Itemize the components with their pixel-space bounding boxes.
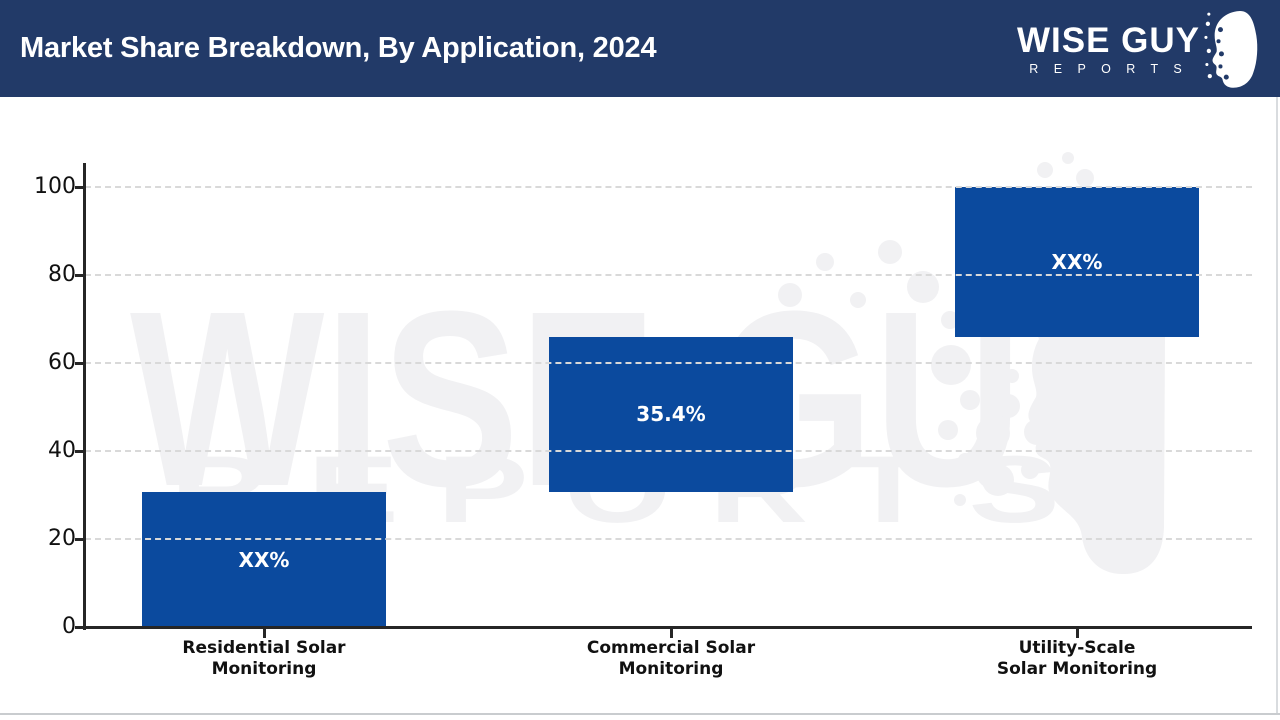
y-tick-label-100: 100 [34,174,76,199]
category-label-commercial-solar-monitoring: Commercial Solar Monitoring [521,638,821,680]
y-tick-label-60: 60 [48,350,76,375]
y-tick-mark-0 [75,626,84,629]
brand-logo: WISE GUY R E P O R T S [1017,8,1266,90]
page-title: Market Share Breakdown, By Application, … [20,32,657,64]
y-tick-label-80: 80 [48,262,76,287]
header-band: Market Share Breakdown, By Application, … [0,0,1280,97]
x-axis-line [83,626,1252,629]
category-label-line: Commercial Solar [586,638,756,658]
bar-commercial-solar-monitoring: 35.4% [549,336,793,493]
brand-name: WISE GUY [1016,20,1200,60]
category-label-line: Monitoring [211,659,317,679]
y-tick-mark-40 [75,450,84,453]
bar-utility-scale-solar-monitoring: XX% [955,187,1199,337]
y-tick-mark-100 [75,186,84,189]
bar-value-label-residential-solar-monitoring: XX% [238,547,290,572]
y-tick-mark-80 [75,274,84,277]
y-tick-label-40: 40 [48,438,76,463]
category-label-line: Solar Monitoring [996,659,1158,679]
right-divider [1276,97,1278,713]
watermark-face [1028,299,1165,575]
brand-logo-text: WISE GUY R E P O R T S [1016,20,1200,76]
brand-subname: R E P O R T S [1029,61,1188,76]
bottom-divider [0,713,1280,715]
x-tick-mark-utility-scale-solar-monitoring [1076,629,1079,638]
x-tick-mark-residential-solar-monitoring [263,629,266,638]
category-label-utility-scale-solar-monitoring: Utility-Scale Solar Monitoring [927,638,1227,680]
bar-residential-solar-monitoring: XX% [142,492,386,627]
y-tick-mark-60 [75,362,84,365]
y-tick-label-0: 0 [62,614,76,639]
y-tick-mark-20 [75,538,84,541]
brand-face-icon [1204,10,1258,88]
category-label-residential-solar-monitoring: Residential Solar Monitoring [114,638,414,680]
bar-value-label-utility-scale-solar-monitoring: XX% [1051,249,1103,274]
category-label-line: Utility-Scale [1018,638,1136,658]
y-axis-line [83,163,86,630]
category-label-line: Residential Solar [182,638,346,658]
chart-area: WISE GUY R E P O R T S 020406080100XX%Re… [0,97,1280,720]
bar-value-label-commercial-solar-monitoring: 35.4% [636,402,706,427]
y-tick-label-20: 20 [48,526,76,551]
category-label-line: Monitoring [618,659,724,679]
x-tick-mark-commercial-solar-monitoring [670,629,673,638]
